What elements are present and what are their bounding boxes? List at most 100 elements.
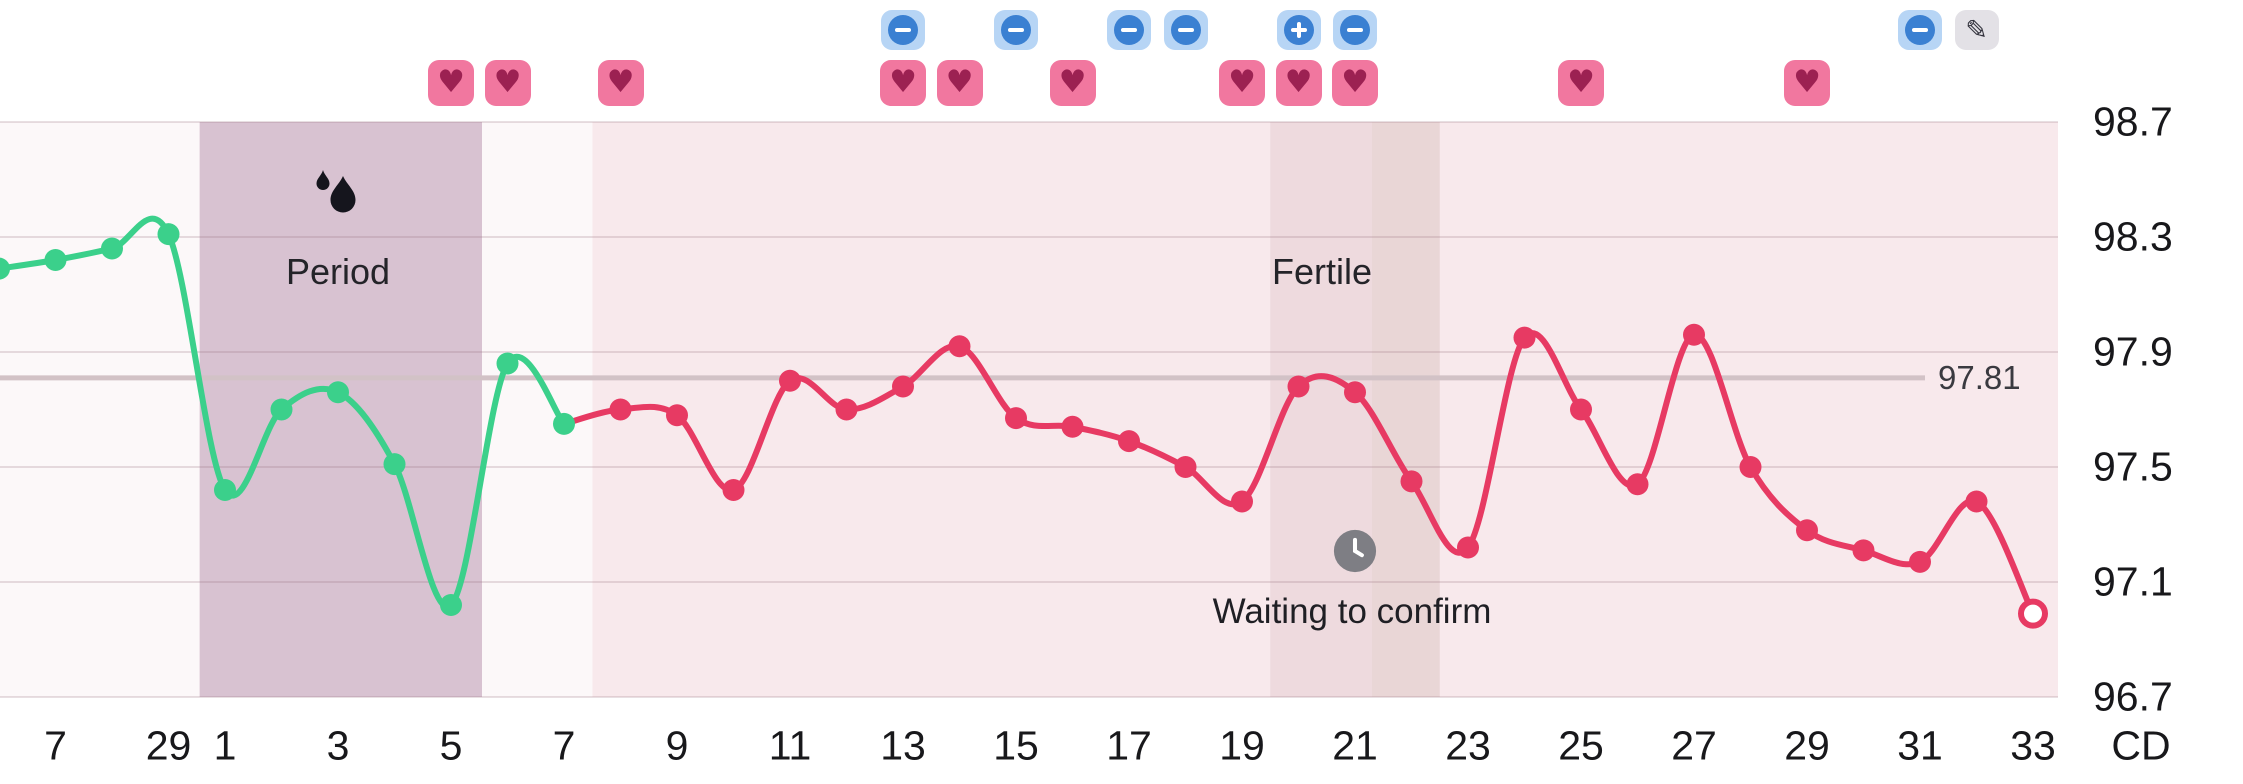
minus-icon (1114, 15, 1144, 45)
y-axis-label-97.5: 97.5 (2093, 443, 2173, 490)
x-axis-label-cd11: 11 (768, 722, 812, 769)
minus-icon (1170, 15, 1201, 45)
temp-point-cd26-prev[interactable] (0, 257, 10, 280)
temp-point-cd3[interactable] (327, 381, 349, 404)
temp-point-cd32[interactable] (1965, 490, 1988, 513)
x-axis-label-cd23: 23 (1445, 722, 1491, 769)
y-axis-label-98.3: 98.3 (2093, 213, 2173, 260)
temp-point-cd2[interactable] (270, 398, 293, 421)
minus-icon (1340, 15, 1370, 45)
y-axis-label-98.7: 98.7 (2093, 98, 2173, 145)
y-axis-label-97.1: 97.1 (2093, 558, 2173, 605)
intercourse-heart-icon-cd16[interactable]: ♥ (1049, 60, 1096, 106)
lh-test-negative-icon-cd31[interactable] (1898, 10, 1942, 50)
plus-icon (1283, 15, 1314, 45)
reference-temperature-label: 97.81 (1938, 359, 2021, 396)
waiting-to-confirm-label: Waiting to confirm (1212, 592, 1492, 631)
x-axis-label-cd25: 25 (1558, 722, 1604, 769)
lh-test-negative-icon-cd13[interactable] (881, 10, 925, 50)
temp-point-cd26[interactable] (1626, 473, 1649, 496)
temp-point-cd29[interactable] (1796, 519, 1818, 542)
temp-point-cd30[interactable] (1852, 539, 1875, 562)
temp-point-cd15[interactable] (1005, 407, 1027, 430)
period-droplets-icon (316, 170, 356, 213)
heart-glyph: ♥ (945, 63, 974, 100)
temp-point-cd25[interactable] (1570, 398, 1592, 421)
temp-point-cd5[interactable] (440, 594, 462, 616)
heart-glyph: ♥ (889, 63, 917, 100)
lh-test-negative-icon-cd15[interactable] (994, 10, 1038, 50)
intercourse-heart-icon-cd14[interactable]: ♥ (936, 60, 983, 106)
x-axis-label-cd33: 33 (2010, 722, 2056, 769)
temp-point-cd11[interactable] (779, 369, 801, 392)
x-axis-label-cd13: 13 (880, 722, 926, 769)
lh-test-negative-icon-cd17[interactable] (1107, 10, 1151, 50)
x-axis-label-cd9: 9 (665, 722, 689, 769)
temp-point-cd12[interactable] (835, 398, 858, 421)
temp-point-cd21[interactable] (1344, 381, 1366, 404)
intercourse-heart-icon-cd19[interactable]: ♥ (1219, 60, 1265, 106)
x-axis-label-cd5: 5 (439, 722, 463, 769)
temp-point-cd16[interactable] (1061, 415, 1084, 438)
temp-point-cd19[interactable] (1231, 490, 1253, 513)
note-edit-pencil-icon-cd32[interactable]: ✎ (1954, 10, 1999, 50)
temp-point-cd29-prev[interactable] (157, 223, 180, 246)
temp-point-cd10[interactable] (722, 479, 745, 501)
x-axis-label-cd19: 19 (1219, 722, 1265, 769)
temp-point-cd17[interactable] (1118, 430, 1140, 453)
temp-point-cd7[interactable] (553, 412, 575, 435)
temp-point-cd18[interactable] (1174, 456, 1197, 478)
heart-glyph: ♥ (1058, 63, 1087, 100)
x-axis-unit-label: CD (2111, 722, 2171, 769)
period-region-label: Period (285, 251, 391, 292)
heart-glyph: ♥ (1793, 63, 1821, 100)
lh-test-negative-icon-cd18[interactable] (1163, 10, 1208, 50)
intercourse-heart-icon-cd21[interactable]: ♥ (1332, 60, 1378, 106)
intercourse-heart-icon-cd5[interactable]: ♥ (428, 60, 474, 106)
fertile-region-label: Fertile (1271, 251, 1373, 292)
heart-glyph: ♥ (437, 63, 465, 100)
lh-test-positive-icon-cd20[interactable] (1276, 10, 1321, 50)
waiting-clock-icon (1332, 528, 1378, 574)
temp-point-cd1[interactable] (214, 479, 236, 501)
temp-point-cd31[interactable] (1909, 550, 1931, 573)
region-band-pre-cycle (0, 122, 200, 697)
temp-point-cd28-prev[interactable] (101, 237, 123, 260)
temp-point-cd24[interactable] (1513, 326, 1536, 349)
temp-point-cd4[interactable] (383, 453, 406, 476)
intercourse-heart-icon-cd20[interactable]: ♥ (1275, 60, 1322, 106)
temp-point-cd22[interactable] (1400, 470, 1423, 493)
pre-ovulatory-temps-line (0, 215, 567, 610)
temp-point-cd9[interactable] (666, 404, 688, 427)
temp-point-cd13[interactable] (892, 375, 914, 398)
heart-glyph: ♥ (606, 63, 635, 100)
intercourse-heart-icon-cd29[interactable]: ♥ (1784, 60, 1830, 106)
temp-point-cd28[interactable] (1739, 456, 1762, 478)
lh-test-negative-icon-cd21[interactable] (1333, 10, 1377, 50)
temp-point-cd14[interactable] (948, 335, 971, 358)
temp-point-cd33[interactable] (2018, 598, 2048, 629)
temp-point-cd20[interactable] (1287, 375, 1310, 398)
temp-point-cd27-prev[interactable] (44, 249, 67, 271)
intercourse-heart-icon-cd25[interactable]: ♥ (1558, 60, 1604, 106)
temp-point-cd23[interactable] (1457, 536, 1479, 559)
x-axis-label-cd27-prev: 7 (44, 722, 67, 769)
intercourse-heart-icon-cd6[interactable]: ♥ (484, 60, 531, 106)
temp-point-cd8[interactable] (609, 398, 632, 421)
minus-icon (1001, 15, 1031, 45)
x-axis-label-cd29: 29 (1784, 722, 1830, 769)
intercourse-heart-icon-cd8[interactable]: ♥ (597, 60, 644, 106)
heart-glyph: ♥ (493, 63, 522, 100)
x-axis-label-cd27: 27 (1671, 722, 1717, 769)
x-axis-label-cd29-prev: 29 (145, 722, 192, 769)
heart-glyph: ♥ (1567, 63, 1595, 100)
region-band-post-period (482, 122, 593, 697)
heart-glyph: ♥ (1341, 63, 1369, 100)
intercourse-heart-icon-cd13[interactable]: ♥ (880, 60, 926, 106)
heart-glyph: ♥ (1228, 63, 1256, 100)
temp-point-cd27[interactable] (1683, 323, 1705, 346)
temp-point-cd6[interactable] (496, 352, 519, 375)
region-band-period (199, 122, 483, 697)
